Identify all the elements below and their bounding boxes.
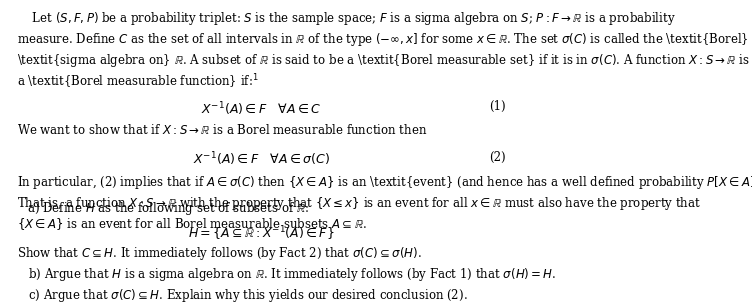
Text: a) Define $H$ as the following set of subsets of $\mathbb{R}$:: a) Define $H$ as the following set of su…	[27, 200, 310, 217]
Text: That is, a function $X : S \rightarrow \mathbb{R}$ with the property that $\{X \: That is, a function $X : S \rightarrow \…	[17, 195, 701, 212]
Text: $H = \{A \subseteq \mathbb{R} : X^{-1}(A) \in F\}$: $H = \{A \subseteq \mathbb{R} : X^{-1}(A…	[188, 225, 335, 243]
Text: In particular, (2) implies that if $A \in \sigma(C)$ then $\{X \in A\}$ is an \t: In particular, (2) implies that if $A \i…	[17, 174, 752, 191]
Text: (2): (2)	[489, 151, 505, 163]
Text: $X^{-1}(A) \in F \quad \forall A \in C$: $X^{-1}(A) \in F \quad \forall A \in C$	[202, 100, 321, 117]
Text: Let $(S, F, P)$ be a probability triplet: $S$ is the sample space; $F$ is a sigm: Let $(S, F, P)$ be a probability triplet…	[17, 10, 675, 27]
Text: \textit{sigma algebra on} $\mathbb{R}$. A subset of $\mathbb{R}$ is said to be a: \textit{sigma algebra on} $\mathbb{R}$. …	[17, 52, 752, 69]
Text: b) Argue that $H$ is a sigma algebra on $\mathbb{R}$. It immediately follows (by: b) Argue that $H$ is a sigma algebra on …	[17, 266, 556, 283]
Text: (1): (1)	[489, 100, 505, 113]
Text: $\{X \in A\}$ is an event for all Borel measurable subsets $A \subseteq \mathbb{: $\{X \in A\}$ is an event for all Borel …	[17, 216, 367, 232]
Text: $X^{-1}(A) \in F \quad \forall A \in \sigma(C)$: $X^{-1}(A) \in F \quad \forall A \in \si…	[193, 151, 329, 168]
Text: a \textit{Borel measurable function} if:$^1$: a \textit{Borel measurable function} if:…	[17, 73, 259, 91]
Text: measure. Define $C$ as the set of all intervals in $\mathbb{R}$ of the type $(-\: measure. Define $C$ as the set of all in…	[17, 31, 749, 48]
Text: We want to show that if $X : S \rightarrow \mathbb{R}$ is a Borel measurable fun: We want to show that if $X : S \rightarr…	[17, 123, 427, 137]
Text: c) Argue that $\sigma(C) \subseteq H$. Explain why this yields our desired concl: c) Argue that $\sigma(C) \subseteq H$. E…	[17, 286, 468, 303]
Text: Show that $C \subseteq H$. It immediately follows (by Fact 2) that $\sigma(C) \s: Show that $C \subseteq H$. It immediatel…	[17, 245, 422, 262]
